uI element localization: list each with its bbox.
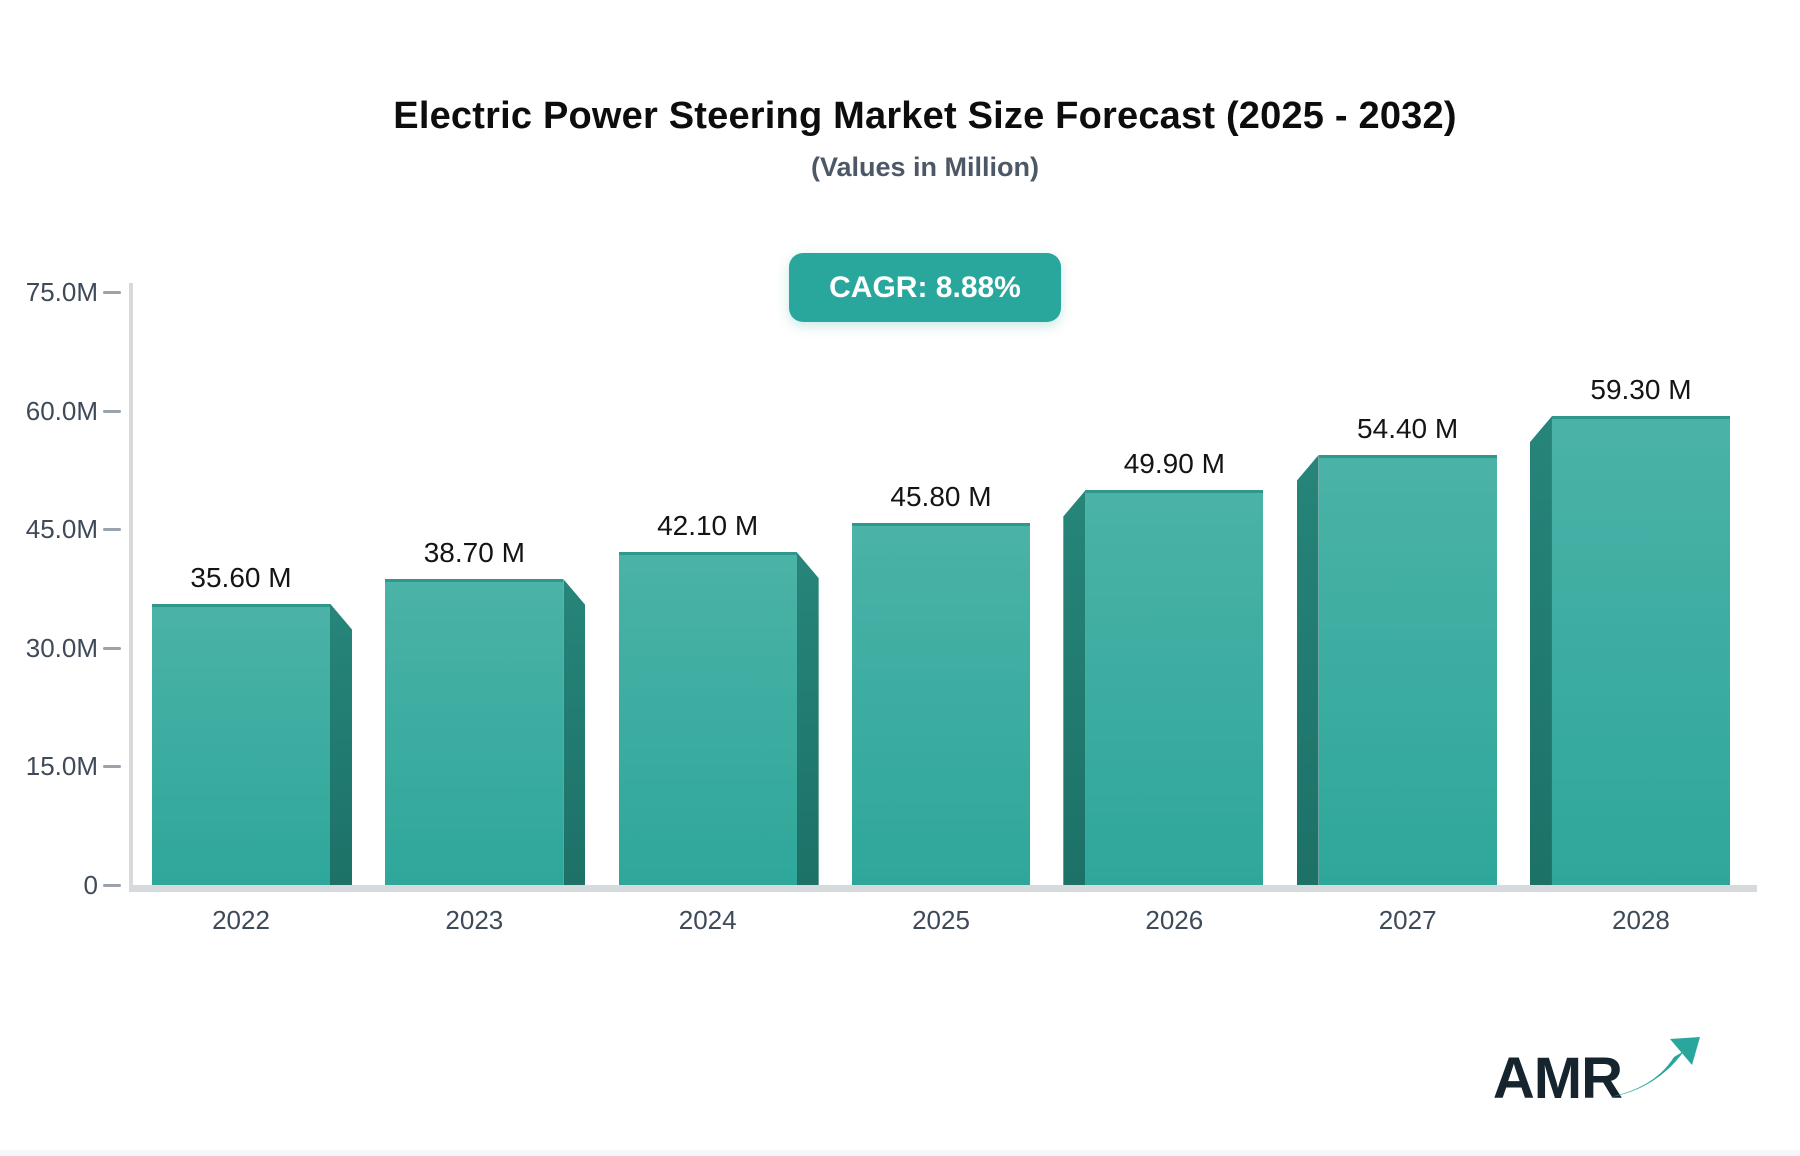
bar-2025	[851, 522, 1030, 885]
cagr-badge: CAGR: 8.88%	[789, 253, 1061, 322]
bar-3d-side	[330, 603, 352, 885]
y-tick-mark	[103, 409, 121, 413]
bar-3d-side	[1063, 490, 1086, 885]
bar-value-label: 42.10 M	[657, 510, 759, 542]
bar-2028	[1551, 416, 1730, 885]
amr-logo: AMR	[1493, 1035, 1712, 1108]
bar-value-label: 38.70 M	[423, 537, 525, 568]
growth-arrow-icon	[1608, 1035, 1712, 1106]
bar-value-label: 35.60 M	[190, 561, 292, 593]
x-tick-label: 2022	[212, 905, 270, 935]
y-tick-label: 0	[83, 870, 98, 900]
chart-subtitle: (Values in Million)	[810, 152, 1040, 182]
bar-2022	[152, 603, 330, 885]
y-tick-label: 30.0M	[25, 632, 98, 663]
y-tick-mark	[103, 528, 121, 532]
bar-3d-side	[1296, 454, 1319, 885]
x-axis-baseline	[129, 885, 1757, 892]
bar-2026	[1085, 490, 1264, 885]
bar-value-label: 49.90 M	[1123, 448, 1225, 480]
y-tick-mark	[103, 646, 121, 650]
bar-value-label: 45.80 M	[890, 480, 992, 512]
bar-3d-side	[563, 579, 586, 885]
bar-value-label: 54.40 M	[1357, 412, 1459, 444]
x-tick-label: 2024	[678, 905, 737, 935]
chart-title: Electric Power Steering Market Size Fore…	[393, 95, 1457, 137]
y-tick-label: 45.0M	[25, 514, 98, 545]
bar-2023	[385, 579, 564, 885]
amr-logo-text: AMR	[1492, 1046, 1623, 1111]
y-tick-label: 75.0M	[25, 277, 98, 307]
y-tick-label: 15.0M	[25, 751, 98, 782]
x-tick-label: 2023	[445, 905, 504, 935]
y-tick-label: 60.0M	[25, 395, 98, 426]
y-axis-line	[129, 283, 133, 892]
bar-2024	[618, 552, 797, 885]
chart-header: Electric Power Steering Market Size Fore…	[0, 0, 1800, 183]
y-tick-mark	[103, 291, 121, 294]
bar-2027	[1318, 454, 1497, 885]
x-tick-label: 2026	[1145, 905, 1204, 935]
x-tick-label: 2025	[912, 905, 970, 935]
bar-value-label: 59.30 M	[1590, 374, 1692, 406]
y-tick-mark	[103, 765, 121, 769]
bar-3d-side	[1529, 416, 1552, 885]
bar-3d-side	[796, 552, 819, 885]
x-tick-label: 2027	[1378, 905, 1437, 935]
x-tick-label: 2028	[1612, 905, 1670, 935]
y-tick-mark	[103, 884, 121, 887]
page-bottom-strip	[0, 1150, 1800, 1156]
